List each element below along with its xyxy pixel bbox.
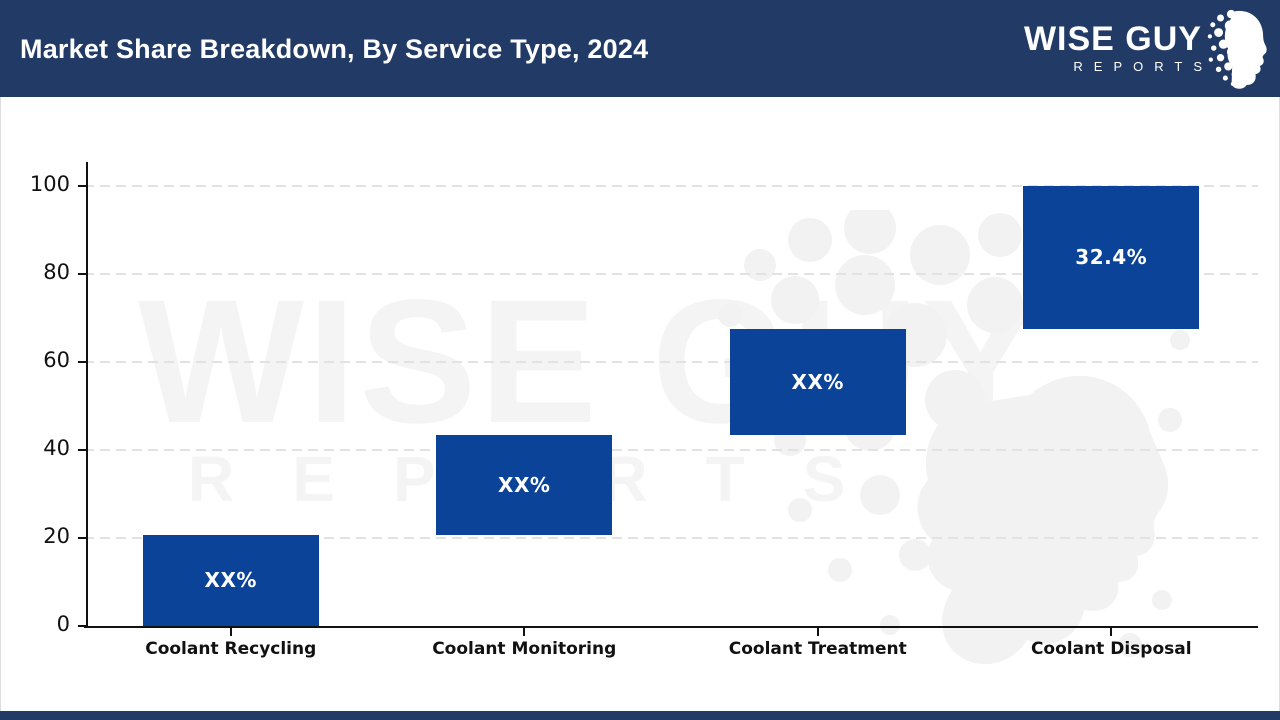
bar-segment: XX% <box>729 328 906 436</box>
y-axis-line <box>86 162 88 628</box>
logo-text: WISE GUY REPORTS <box>1024 22 1202 74</box>
logo-wordmark: WISE GUY <box>1023 20 1202 58</box>
footer-bar <box>0 711 1280 720</box>
wiseguy-logo: WISE GUY REPORTS <box>1024 6 1268 92</box>
category-label: Coolant Recycling <box>145 639 317 659</box>
header-bar: Market Share Breakdown, By Service Type,… <box>0 0 1280 97</box>
y-tick-mark <box>78 537 86 539</box>
y-tick-mark <box>78 449 86 451</box>
y-tick-mark <box>78 361 86 363</box>
x-tick-mark <box>523 628 526 636</box>
bar-value-label: 32.4% <box>1075 245 1148 270</box>
bar-value-label: XX% <box>204 568 257 593</box>
bar-segment: XX% <box>436 435 613 535</box>
y-tick-mark <box>78 625 86 627</box>
bar-segment: XX% <box>142 534 319 626</box>
category-label: Coolant Monitoring <box>432 639 617 659</box>
plot-area: 0 20 40 60 80 100 XX% Coolant Recycling XX% Coola… <box>0 97 1280 711</box>
gridline <box>84 273 1258 275</box>
y-tick-mark <box>78 273 86 275</box>
gridline <box>84 185 1258 187</box>
category-label: Coolant Disposal <box>1030 639 1192 659</box>
face-logo-icon <box>1207 9 1267 89</box>
bar-segment: 32.4% <box>1023 186 1200 329</box>
gridline <box>84 537 1258 539</box>
bar-value-label: XX% <box>498 473 551 498</box>
y-tick-label: 40 <box>43 436 70 460</box>
y-tick-label: 60 <box>43 348 70 372</box>
y-tick-label: 80 <box>43 260 70 284</box>
gridline <box>84 449 1258 451</box>
x-tick-mark <box>816 628 819 636</box>
page-title: Market Share Breakdown, By Service Type,… <box>20 34 649 64</box>
y-tick-label: 0 <box>56 612 70 636</box>
gridline <box>84 361 1258 363</box>
y-tick-label: 20 <box>43 524 70 548</box>
x-tick-mark <box>1110 628 1113 636</box>
x-tick-mark <box>229 628 232 636</box>
logo-subtext: REPORTS <box>1073 59 1213 74</box>
bar-value-label: XX% <box>791 370 844 394</box>
y-tick-label: 100 <box>29 172 70 196</box>
category-label: Coolant Treatment <box>728 639 907 659</box>
x-axis-line <box>84 626 1258 628</box>
y-tick-mark <box>78 185 86 187</box>
